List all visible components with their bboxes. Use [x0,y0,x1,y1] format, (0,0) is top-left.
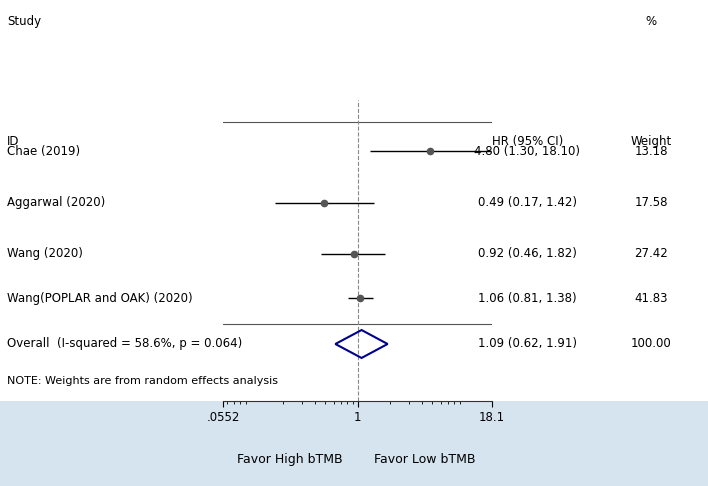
Text: Chae (2019): Chae (2019) [7,144,80,157]
Text: 41.83: 41.83 [634,292,668,305]
Text: %: % [646,16,657,28]
Text: ID: ID [7,136,20,148]
Text: Study: Study [7,16,41,28]
Text: Wang(POPLAR and OAK) (2020): Wang(POPLAR and OAK) (2020) [7,292,193,305]
Text: HR (95% CI): HR (95% CI) [492,136,563,148]
Text: Weight: Weight [631,136,672,148]
Text: 1.09 (0.62, 1.91): 1.09 (0.62, 1.91) [478,337,577,350]
Text: Aggarwal (2020): Aggarwal (2020) [7,196,105,209]
Text: NOTE: Weights are from random effects analysis: NOTE: Weights are from random effects an… [7,376,278,386]
Text: 4.80 (1.30, 18.10): 4.80 (1.30, 18.10) [474,144,581,157]
Text: 13.18: 13.18 [634,144,668,157]
Text: 0.92 (0.46, 1.82): 0.92 (0.46, 1.82) [478,247,577,260]
Text: 1.06 (0.81, 1.38): 1.06 (0.81, 1.38) [478,292,577,305]
Text: Overall  (I-squared = 58.6%, p = 0.064): Overall (I-squared = 58.6%, p = 0.064) [7,337,242,350]
Text: 17.58: 17.58 [634,196,668,209]
Text: Favor High bTMB: Favor High bTMB [237,453,343,466]
Text: 27.42: 27.42 [634,247,668,260]
Text: 100.00: 100.00 [631,337,672,350]
Text: Wang (2020): Wang (2020) [7,247,83,260]
Text: 0.49 (0.17, 1.42): 0.49 (0.17, 1.42) [478,196,577,209]
Text: Favor Low bTMB: Favor Low bTMB [374,453,476,466]
